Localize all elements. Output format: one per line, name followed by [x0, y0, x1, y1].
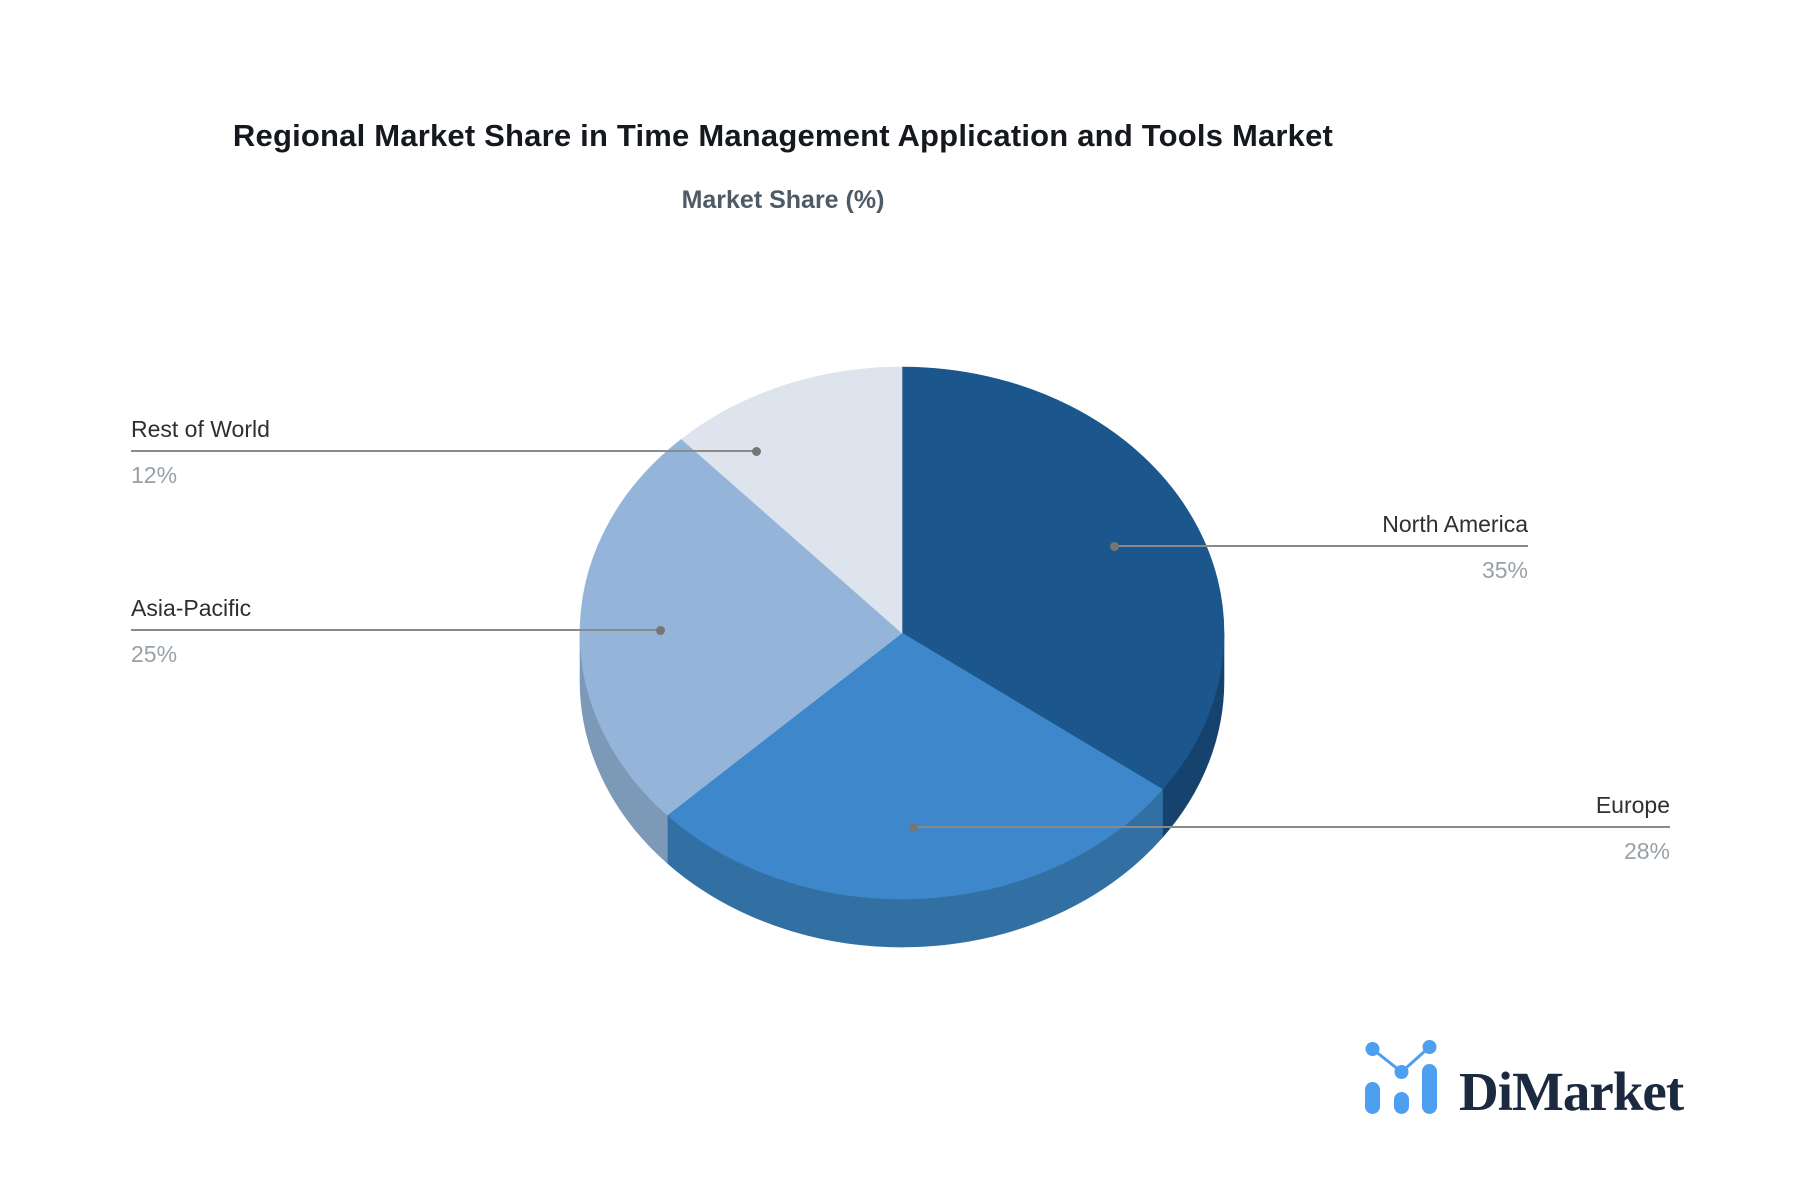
- brand-name: DiMarket: [1459, 1060, 1684, 1122]
- chart-subtitle: Market Share (%): [681, 186, 885, 214]
- pie-slice-asia-pacific[interactable]: [579, 438, 903, 816]
- brand-logo: DiMarket: [1363, 1032, 1684, 1122]
- pie-slice-europe[interactable]: [666, 632, 1163, 900]
- pie-slice-rest-of-world[interactable]: [681, 366, 903, 634]
- pie-slice-north-america[interactable]: [901, 366, 1225, 790]
- bar-chart-logo-icon: [1365, 1040, 1437, 1114]
- chart-title: Regional Market Share in Time Management…: [232, 118, 1334, 153]
